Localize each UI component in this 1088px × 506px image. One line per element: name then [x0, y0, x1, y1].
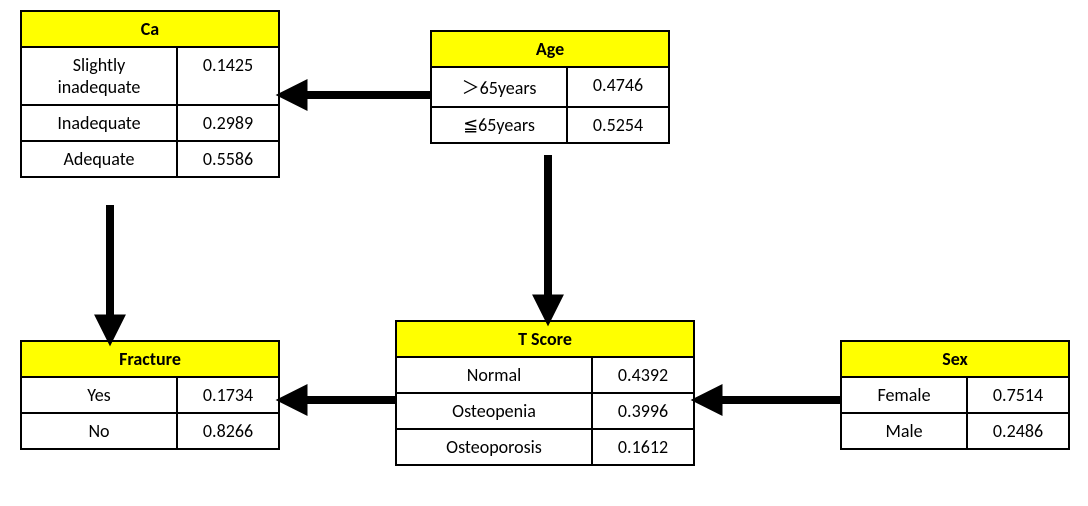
row-value: 0.7514	[968, 378, 1068, 412]
node-ca-title: Ca	[22, 12, 278, 48]
row-label: Inadequate	[22, 106, 178, 140]
row-label: Male	[842, 414, 968, 448]
row-label: Osteopenia	[397, 394, 593, 428]
node-sex-title: Sex	[842, 342, 1068, 378]
node-ca: Ca Slightly inadequate 0.1425 Inadequate…	[20, 10, 280, 178]
row-label: Osteoporosis	[397, 430, 593, 464]
node-tscore-title: T Score	[397, 322, 693, 358]
table-row: Slightly inadequate 0.1425	[22, 48, 278, 104]
node-age-title: Age	[432, 32, 668, 68]
row-label: Slightly inadequate	[22, 48, 178, 104]
row-value: 0.1734	[178, 378, 278, 412]
row-value: 0.1425	[178, 48, 278, 104]
row-value: 0.8266	[178, 414, 278, 448]
row-value: 0.4746	[568, 68, 668, 106]
table-row: Adequate 0.5586	[22, 140, 278, 176]
table-row: Yes 0.1734	[22, 378, 278, 412]
node-sex: Sex Female 0.7514 Male 0.2486	[840, 340, 1070, 450]
table-row: Osteopenia 0.3996	[397, 392, 693, 428]
table-row: Normal 0.4392	[397, 358, 693, 392]
row-value: 0.5254	[568, 108, 668, 142]
table-row: ≦65years 0.5254	[432, 106, 668, 142]
row-label: ≦65years	[432, 108, 568, 142]
row-label: Yes	[22, 378, 178, 412]
table-row: Osteoporosis 0.1612	[397, 428, 693, 464]
table-row: Male 0.2486	[842, 412, 1068, 448]
table-row: No 0.8266	[22, 412, 278, 448]
table-row: Female 0.7514	[842, 378, 1068, 412]
node-tscore: T Score Normal 0.4392 Osteopenia 0.3996 …	[395, 320, 695, 466]
row-value: 0.2989	[178, 106, 278, 140]
diagram-stage: Ca Slightly inadequate 0.1425 Inadequate…	[0, 0, 1088, 506]
row-value: 0.2486	[968, 414, 1068, 448]
node-fracture-title: Fracture	[22, 342, 278, 378]
row-label: No	[22, 414, 178, 448]
row-value: 0.5586	[178, 142, 278, 176]
table-row: ＞65years 0.4746	[432, 68, 668, 106]
row-value: 0.3996	[593, 394, 693, 428]
row-label: Adequate	[22, 142, 178, 176]
row-label: Normal	[397, 358, 593, 392]
node-age: Age ＞65years 0.4746 ≦65years 0.5254	[430, 30, 670, 144]
node-fracture: Fracture Yes 0.1734 No 0.8266	[20, 340, 280, 450]
row-label: ＞65years	[432, 68, 568, 106]
table-row: Inadequate 0.2989	[22, 104, 278, 140]
row-label: Female	[842, 378, 968, 412]
row-value: 0.4392	[593, 358, 693, 392]
row-value: 0.1612	[593, 430, 693, 464]
